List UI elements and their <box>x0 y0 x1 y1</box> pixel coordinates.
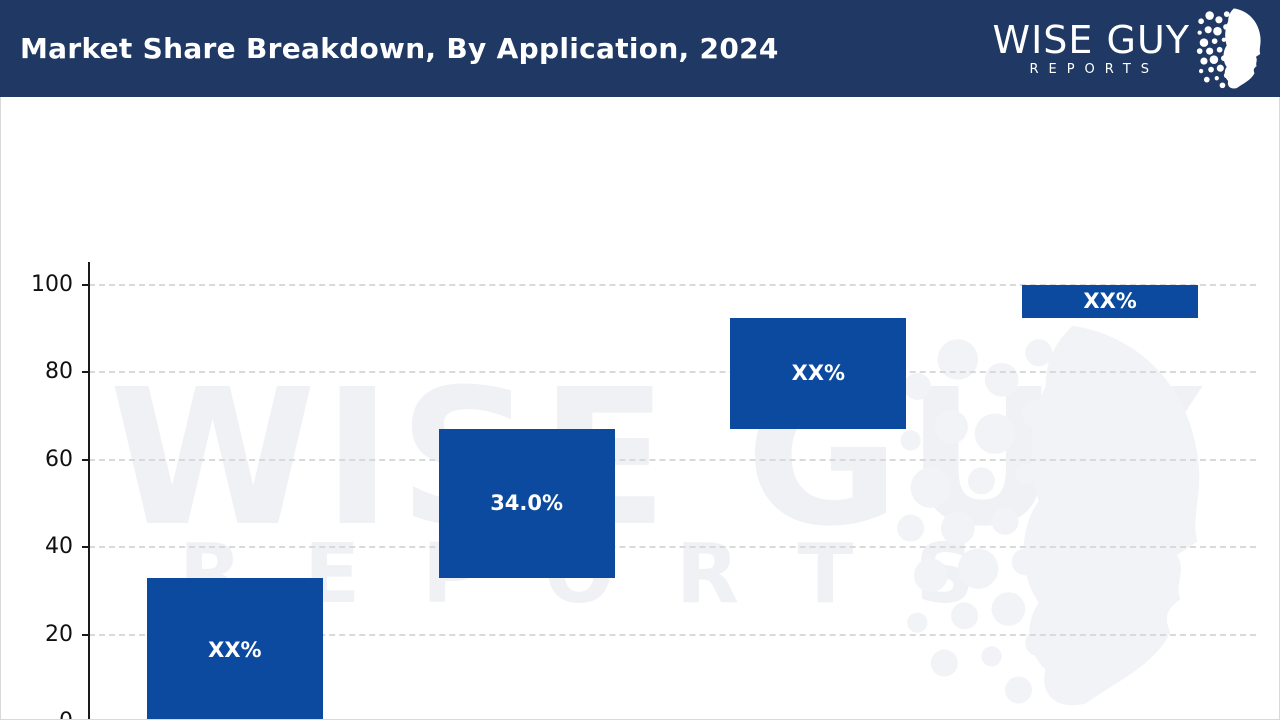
y-axis-line <box>88 262 90 719</box>
y-tick-label-40: 40 <box>45 534 73 560</box>
bar-value-label: 34.0% <box>490 491 564 516</box>
y-tick-mark-60 <box>82 458 89 461</box>
brand-subtitle: REPORTS <box>1029 61 1160 77</box>
y-tick-mark-40 <box>82 546 89 549</box>
gridline-100 <box>89 283 1256 286</box>
gridline-20 <box>89 633 1256 636</box>
bar-value-label: XX% <box>208 637 262 662</box>
gridline-60 <box>89 458 1256 461</box>
bar-segment-2: XX% <box>730 317 907 430</box>
bar-value-label: XX% <box>791 361 846 386</box>
page-title: Market Share Breakdown, By Application, … <box>20 32 779 65</box>
bar-value-label: XX% <box>1083 289 1137 314</box>
y-tick-label-0: 0 <box>59 711 73 720</box>
y-tick-mark-100 <box>82 283 89 286</box>
plot-area: XX% 34.0% XX% XX% <box>89 263 1256 719</box>
chart-area: WISE GUY REPORTS 020406080100 XX%34.0%XX… <box>0 97 1280 720</box>
y-axis: 0 20 40 60 80 100 <box>1 263 89 720</box>
y-tick-label-100: 100 <box>31 271 73 297</box>
y-tick-label-60: 60 <box>45 446 73 472</box>
y-tick-mark-20 <box>82 633 89 636</box>
face-dots-icon <box>1196 7 1261 89</box>
brand-logo: WISE GUY REPORTS <box>993 0 1270 97</box>
bar-segment-0: XX% <box>146 577 323 719</box>
watermark-brand-text: WISE GUY <box>109 349 1207 568</box>
y-tick-label-80: 80 <box>45 359 73 385</box>
y-tick-mark-80 <box>82 371 89 374</box>
brand-name: WISE GUY <box>992 17 1190 62</box>
gridline-40 <box>89 546 1256 549</box>
bar-segment-3: XX% <box>1022 284 1199 318</box>
bar-segment-1: 34.0% <box>438 429 615 578</box>
gridline-80 <box>89 371 1256 374</box>
chart-header: Market Share Breakdown, By Application, … <box>0 0 1280 97</box>
brand-logo-text: WISE GUY REPORTS <box>993 21 1190 77</box>
y-tick-label-20: 20 <box>45 621 73 647</box>
